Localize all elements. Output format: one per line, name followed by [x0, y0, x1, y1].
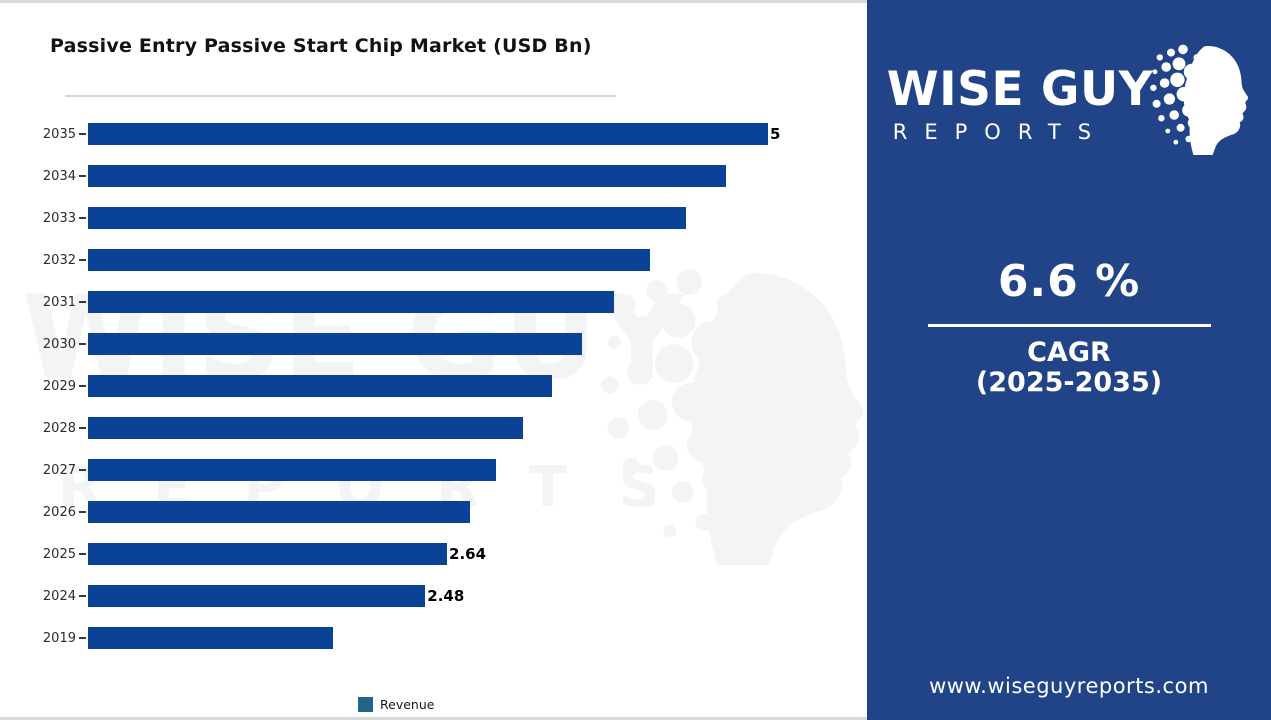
revenue-bar	[88, 417, 524, 439]
y-tick-label: 2030	[42, 336, 76, 352]
bar-value-label: 2.48	[427, 587, 465, 605]
bar-row-2019: 2019	[24, 617, 864, 659]
revenue-bar	[88, 291, 615, 313]
bar-row-2026: 2026	[24, 491, 864, 533]
y-tick-mark	[79, 385, 86, 387]
cagr-divider	[927, 324, 1211, 327]
y-tick-mark	[79, 175, 86, 177]
y-tick-mark	[79, 595, 86, 597]
revenue-bar	[88, 459, 496, 481]
y-tick-label: 2019	[42, 630, 76, 646]
revenue-bar	[88, 543, 448, 565]
chart-title: Passive Entry Passive Start Chip Market …	[50, 35, 592, 57]
cagr-range: (2025-2035)	[975, 366, 1163, 398]
y-tick-label: 2027	[42, 462, 76, 478]
revenue-bar	[88, 249, 650, 271]
chart-legend: Revenue	[358, 697, 434, 712]
bar-value-label: 5	[770, 125, 781, 143]
bar-row-2031: 2031	[24, 281, 864, 323]
revenue-bar	[88, 585, 426, 607]
chart-panel: Passive Entry Passive Start Chip Market …	[0, 0, 867, 720]
y-tick-mark	[79, 301, 86, 303]
logo-subtext: REPORTS	[892, 120, 1109, 144]
logo-head-icon	[1150, 44, 1249, 155]
y-tick-mark	[79, 259, 86, 261]
bar-value-label: 2.64	[449, 545, 487, 563]
y-tick-mark	[79, 637, 86, 639]
cagr-label: CAGR	[1027, 337, 1111, 368]
bar-row-2033: 2033	[24, 197, 864, 239]
y-tick-label: 2025	[42, 546, 76, 562]
wiseguy-logo: WISE GUY REPORTS	[867, 38, 1271, 160]
legend-swatch-revenue	[358, 697, 373, 712]
revenue-bar	[88, 627, 333, 649]
y-tick-label: 2024	[42, 588, 76, 604]
bar-row-2028: 2028	[24, 407, 864, 449]
cagr-block: 6.6 % CAGR (2025-2035)	[867, 256, 1271, 397]
logo-text: WISE GUY REPORTS	[887, 38, 1153, 144]
y-tick-label: 2034	[42, 168, 76, 184]
revenue-bar	[88, 375, 552, 397]
revenue-bar	[88, 333, 582, 355]
cagr-value: 6.6 %	[997, 256, 1141, 307]
y-tick-label: 2035	[42, 126, 76, 142]
y-tick-label: 2029	[42, 378, 76, 394]
y-tick-label: 2026	[42, 504, 76, 520]
y-tick-label: 2033	[42, 210, 76, 226]
bar-row-2024: 2024 2.48	[24, 575, 864, 617]
brand-sidebar: WISE GUY REPORTS 6.6 % CAGR (2025-2035) …	[867, 0, 1271, 720]
y-tick-mark	[79, 469, 86, 471]
y-tick-label: 2031	[42, 294, 76, 310]
bar-row-2027: 2027	[24, 449, 864, 491]
y-tick-label: 2028	[42, 420, 76, 436]
y-tick-label: 2032	[42, 252, 76, 268]
revenue-bar	[88, 123, 768, 145]
y-tick-mark	[79, 343, 86, 345]
bar-row-2029: 2029	[24, 365, 864, 407]
bar-row-2025: 2025 2.64	[24, 533, 864, 575]
bar-row-2035: 2035 5	[24, 113, 864, 155]
revenue-bar	[88, 207, 687, 229]
y-tick-mark	[79, 427, 86, 429]
bar-row-2032: 2032	[24, 239, 864, 281]
y-tick-mark	[79, 217, 86, 219]
website-url: www.wiseguyreports.com	[929, 674, 1209, 698]
y-tick-mark	[79, 511, 86, 513]
logo-wordmark: WISE GUY	[886, 62, 1154, 117]
revenue-bar	[88, 165, 726, 187]
y-tick-mark	[79, 133, 86, 135]
revenue-bar	[88, 501, 471, 523]
bar-chart: 2035 5 2034 2033 2032 2031 2030 2029 2028 2027 202…	[24, 113, 864, 659]
title-underline	[65, 95, 616, 97]
bar-row-2030: 2030	[24, 323, 864, 365]
legend-label: Revenue	[380, 697, 435, 712]
y-tick-mark	[79, 553, 86, 555]
bar-row-2034: 2034	[24, 155, 864, 197]
